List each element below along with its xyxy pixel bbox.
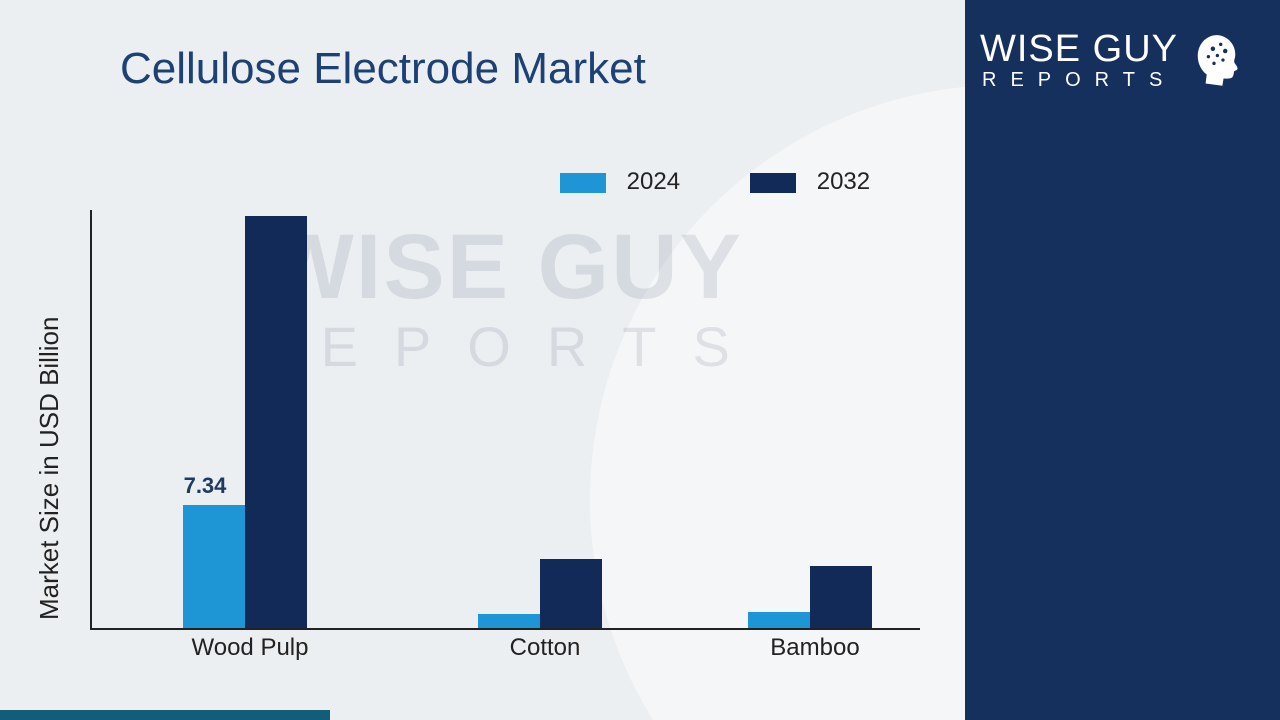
x-axis xyxy=(90,628,920,630)
legend-label-a: 2024 xyxy=(627,168,680,195)
bar-b xyxy=(540,559,602,628)
legend-item-2024: 2024 xyxy=(560,168,680,196)
logo-line2: REPORTS xyxy=(982,69,1178,92)
bar-chart: Wood Pulp 7.34 Cotton Bamboo xyxy=(90,210,920,660)
bar-b xyxy=(810,566,872,628)
bar-a xyxy=(478,614,540,628)
logo-line1: WISE GUY xyxy=(980,28,1178,71)
chart-title: Cellulose Electrode Market xyxy=(120,44,646,94)
bar-b xyxy=(245,216,307,628)
value-label: 7.34 xyxy=(165,473,245,499)
right-panel xyxy=(965,0,1280,720)
category-label: Bamboo xyxy=(730,634,900,662)
bottom-accent-strip xyxy=(0,710,330,720)
brand-logo: WISE GUY REPORTS xyxy=(980,28,1250,92)
legend: 2024 2032 xyxy=(560,168,870,196)
bar-a xyxy=(748,612,810,628)
y-axis xyxy=(90,210,92,630)
legend-label-b: 2032 xyxy=(817,168,870,195)
legend-swatch-a xyxy=(560,173,606,193)
bar-a xyxy=(183,505,245,628)
category-label: Wood Pulp xyxy=(165,634,335,662)
category-label: Cotton xyxy=(460,634,630,662)
legend-swatch-b xyxy=(750,173,796,193)
y-axis-label: Market Size in USD Billion xyxy=(34,317,65,620)
legend-item-2032: 2032 xyxy=(750,168,870,196)
head-profile-icon xyxy=(1186,32,1242,88)
chart-canvas: WISE GUY REPORTS Cellulose Electrode Mar… xyxy=(0,0,1280,720)
